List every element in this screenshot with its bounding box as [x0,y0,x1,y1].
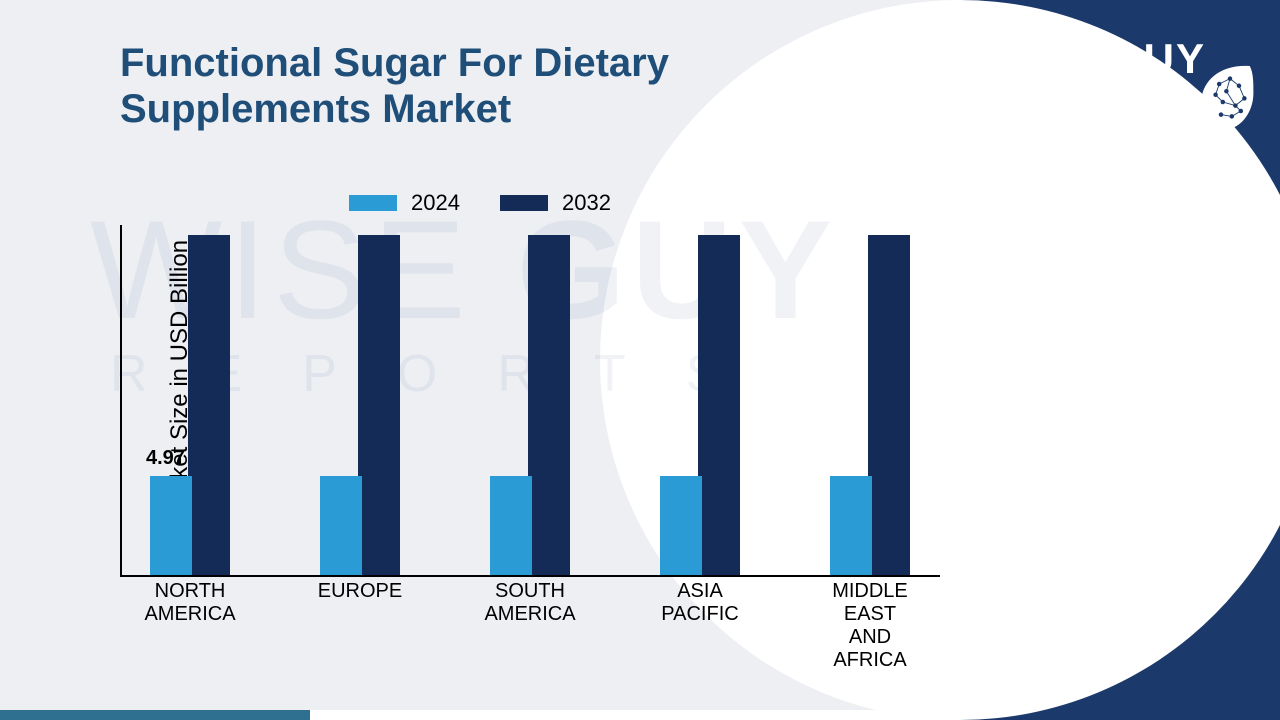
chart-plot-area: 4.97 [120,225,940,575]
category-label: MIDDLEEASTANDAFRICA [800,580,940,672]
brand-head-icon [1162,57,1262,147]
footer-accent-bar [0,710,310,720]
bar-2032 [188,235,230,575]
bar-2024 [830,476,872,575]
bar-2032 [698,235,740,575]
legend-swatch-2024 [349,195,397,211]
legend-label-2024: 2024 [411,190,460,216]
category-label: SOUTHAMERICA [460,580,600,626]
legend-swatch-2032 [500,195,548,211]
x-axis-line [120,575,940,577]
legend-item-2024: 2024 [349,190,460,216]
chart-title: Functional Sugar For Dietary Supplements… [120,40,820,132]
bar-2032 [868,235,910,575]
bar-value-label: 4.97 [146,447,185,470]
bar-2024 [660,476,702,575]
legend-label-2032: 2032 [562,190,611,216]
logo-text-light: WISE [980,35,1095,82]
bar-2032 [528,235,570,575]
category-label: NORTHAMERICA [120,580,260,626]
bar-2024 [490,476,532,575]
chart-figure: WISE GUY REPORTS Functional Sugar For Di… [0,0,1280,720]
bar-2024 [320,476,362,575]
category-label: ASIAPACIFIC [630,580,770,626]
brand-logo: WISE GUY REPORTS [980,35,1260,97]
legend-item-2032: 2032 [500,190,611,216]
legend: 2024 2032 [0,190,960,216]
category-label: EUROPE [290,580,430,603]
bar-2024 [150,476,192,575]
bar-2032 [358,235,400,575]
